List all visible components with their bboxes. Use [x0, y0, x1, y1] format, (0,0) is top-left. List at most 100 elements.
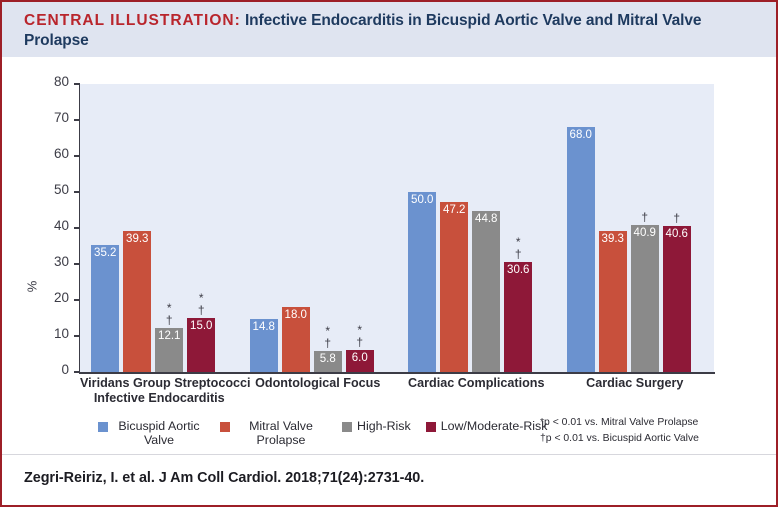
bar-slot: 18.0	[281, 84, 310, 372]
bar-value-label: 47.2	[443, 204, 466, 217]
plot-area: 35.2 39.3 12.1 * † 15.0 * † 14.8 18.0 5.8 * † 6.0 * † 50…	[80, 84, 714, 372]
legend-item[interactable]: High-Risk	[342, 419, 411, 433]
bar[interactable]: 12.1	[155, 328, 184, 372]
significance-marker: * †	[165, 301, 173, 328]
y-axis-tick-label: 40	[53, 218, 69, 233]
legend-item[interactable]: Bicuspid Aortic Valve	[98, 419, 205, 448]
bar-value-label: 12.1	[158, 330, 181, 343]
legend-label: Low/Moderate-Risk	[440, 419, 548, 433]
y-axis-tick-mark	[74, 335, 80, 337]
bar-value-label: 50.0	[411, 194, 434, 206]
bar-slot: 47.2	[440, 84, 469, 372]
significance-marker: * †	[324, 324, 332, 351]
legend-label: Mitral Valve Prolapse	[249, 419, 313, 448]
page-title: CENTRAL ILLUSTRATION: Infective Endocard…	[24, 11, 762, 51]
bar-slot: 6.0 * †	[345, 84, 374, 372]
x-axis-line	[79, 372, 715, 374]
bar[interactable]: 6.0	[345, 350, 374, 372]
bar-value-label: 44.8	[475, 212, 498, 225]
footnote-line: *p < 0.01 vs. Mitral Valve Prolapse	[540, 417, 699, 428]
bar-value-label: 6.0	[351, 352, 368, 365]
bar-slot: 68.0	[566, 84, 595, 372]
bar-value-label: 5.8	[319, 353, 336, 366]
y-axis-line	[79, 84, 81, 373]
citation-divider	[2, 454, 776, 455]
y-axis-tick-label: 50	[53, 182, 69, 197]
bar[interactable]: 40.9	[630, 224, 659, 372]
y-axis-tick-mark	[74, 263, 80, 265]
significance-marker: †	[641, 209, 649, 224]
bar-group: 50.0 47.2 44.8 30.6 * †	[408, 84, 533, 372]
legend-swatch	[425, 422, 436, 432]
bar-value-label: 15.0	[190, 320, 213, 332]
bar[interactable]: 35.2	[91, 245, 120, 372]
bar-slot: 40.6 †	[662, 84, 691, 372]
header-title-text: Infective Endocarditis in Bicuspid Aorti…	[24, 12, 702, 50]
bar-value-label: 39.3	[126, 232, 149, 245]
bar[interactable]: 14.8	[249, 318, 278, 372]
bar[interactable]: 50.0	[408, 192, 437, 372]
bar[interactable]: 39.3	[123, 230, 152, 372]
y-axis-title: %	[24, 280, 40, 293]
bar[interactable]: 15.0	[187, 318, 216, 372]
legend-item[interactable]: Low/Moderate-Risk	[425, 419, 548, 433]
significance-marker: * †	[356, 323, 364, 350]
legend-item[interactable]: Mitral Valve Prolapse	[220, 419, 327, 448]
y-axis-tick-label: 70	[53, 110, 69, 125]
footnote-line: †p < 0.01 vs. Bicuspid Aortic Valve	[540, 433, 699, 445]
bar-group: 14.8 18.0 5.8 * † 6.0 * †	[249, 84, 374, 372]
figure-header: CENTRAL ILLUSTRATION: Infective Endocard…	[2, 2, 776, 57]
citation-text: Zegri-Reiriz, I. et al. J Am Coll Cardio…	[24, 470, 425, 486]
bar-slot: 5.8 * †	[313, 84, 342, 372]
y-axis-tick-label: 80	[53, 74, 69, 89]
y-axis-tick-label: 10	[53, 326, 69, 341]
y-axis-tick-label: 60	[53, 146, 69, 161]
x-axis-category-label: Viridans Group Streptococci Infective End…	[80, 376, 251, 405]
y-axis-tick-mark	[74, 155, 80, 157]
bar-value-label: 35.2	[94, 247, 117, 260]
y-axis-tick-mark	[74, 371, 80, 373]
bar[interactable]: 44.8	[472, 210, 501, 372]
y-axis-tick-mark	[74, 299, 80, 301]
y-axis-tick-mark	[74, 119, 80, 121]
bar-value-label: 39.3	[601, 232, 624, 245]
bar[interactable]: 47.2	[440, 202, 469, 372]
chart-container: % 0 10 20 30 40 50 60 70 80 35.2 39.3 12.1 * † 15.0 * †…	[2, 57, 776, 505]
bar-value-label: 40.9	[633, 226, 656, 239]
legend-swatch	[220, 422, 230, 432]
bar-slot: 14.8	[249, 84, 278, 372]
bar[interactable]: 68.0	[566, 127, 595, 372]
x-axis-category-label: Cardiac Complications	[408, 376, 545, 390]
bar-value-label: 18.0	[284, 309, 307, 322]
header-prefix-label: CENTRAL ILLUSTRATION:	[24, 12, 241, 29]
bar-value-label: 40.6	[665, 227, 688, 240]
bar-slot: 12.1 * †	[155, 84, 184, 372]
bar-value-label: 30.6	[507, 263, 530, 276]
bar[interactable]: 40.6	[662, 225, 691, 372]
bar-slot: 39.3	[598, 84, 627, 372]
bar[interactable]: 5.8	[313, 351, 342, 372]
bar-slot: 35.2	[91, 84, 120, 372]
significance-marker: * †	[197, 291, 205, 317]
chart-legend: Bicuspid Aortic Valve Mitral Valve Prolap…	[98, 419, 547, 448]
bar-slot: 30.6 * †	[504, 84, 533, 372]
bar-value-label: 68.0	[569, 129, 592, 142]
bar[interactable]: 18.0	[281, 307, 310, 372]
y-axis-tick-label: 0	[61, 362, 69, 377]
chart-footnotes: *p < 0.01 vs. Mitral Valve Prolapse †p < …	[540, 415, 699, 447]
bar-slot: 15.0 * †	[187, 84, 216, 372]
legend-swatch	[98, 422, 108, 432]
x-axis-category-label: Odontological Focus	[255, 376, 381, 390]
bar[interactable]: 39.3	[598, 230, 627, 372]
significance-marker: * †	[514, 234, 522, 261]
y-axis-tick-label: 30	[53, 254, 69, 269]
bar-group: 68.0 39.3 40.9 † 40.6 †	[566, 84, 691, 372]
bar-group: 35.2 39.3 12.1 * † 15.0 * †	[91, 84, 216, 372]
bar-slot: 50.0	[408, 84, 437, 372]
bar-slot: 39.3	[123, 84, 152, 372]
y-axis-tick-label: 20	[53, 290, 69, 305]
significance-marker: †	[673, 210, 681, 225]
bar-slot: 40.9 †	[630, 84, 659, 372]
bar[interactable]: 30.6	[504, 261, 533, 372]
